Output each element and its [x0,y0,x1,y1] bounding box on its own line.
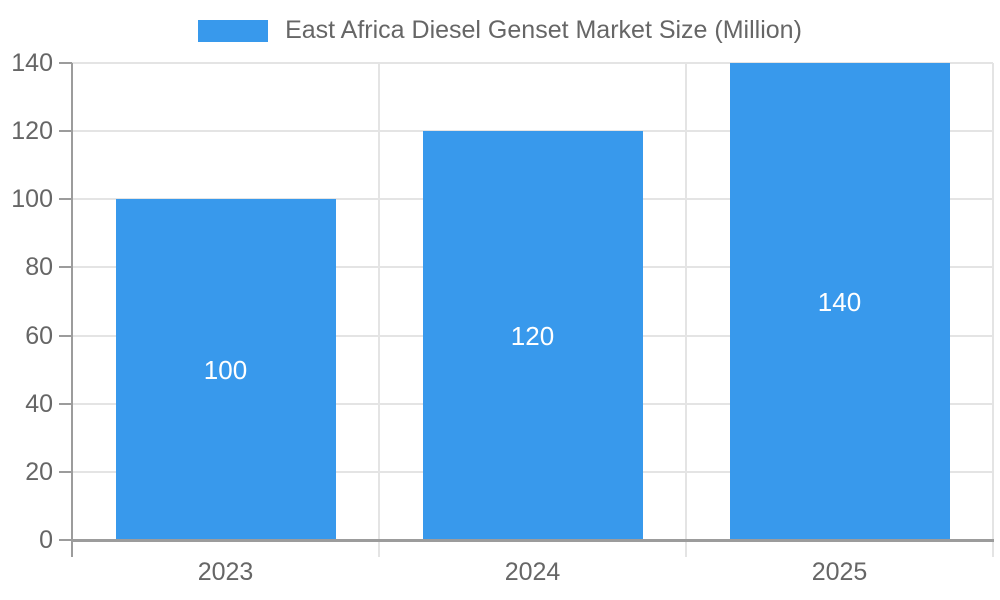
legend-swatch[interactable] [198,19,269,42]
legend-label[interactable]: East Africa Diesel Genset Market Size (M… [285,16,802,44]
bar-value-label: 100 [203,354,248,385]
x-tick-label: 2024 [504,558,561,586]
y-axis-line [71,63,73,557]
y-axis-tick [59,130,72,133]
gridline-horizontal [72,62,993,64]
y-axis-tick [59,539,72,541]
y-axis-tick [59,266,72,269]
y-tick-label: 100 [11,185,53,214]
y-axis-tick [59,470,72,473]
y-tick-label: 20 [25,457,53,486]
bar-2025[interactable] [729,63,950,540]
x-tick-label: 2023 [197,558,254,586]
y-axis-tick [59,334,72,337]
y-axis-tick [59,62,72,64]
y-tick-label: 0 [39,526,53,554]
y-tick-label: 80 [25,253,53,282]
bar-value-label: 140 [817,286,862,317]
y-tick-label: 40 [25,389,53,418]
y-tick-label: 60 [25,321,53,350]
gridline-vertical [992,63,994,557]
bar-2024[interactable] [422,131,643,540]
y-axis-tick [59,198,72,201]
y-tick-label: 120 [11,117,53,146]
gridline-vertical [378,63,380,557]
bar-2023[interactable] [115,199,336,540]
gridline-vertical [685,63,687,557]
bar-value-label: 120 [510,320,555,351]
y-axis-tick [59,402,72,405]
y-tick-label: 140 [11,49,53,77]
x-axis-line [71,539,994,542]
x-tick-label: 2025 [811,558,868,586]
legend[interactable]: East Africa Diesel Genset Market Size (M… [0,16,1000,45]
